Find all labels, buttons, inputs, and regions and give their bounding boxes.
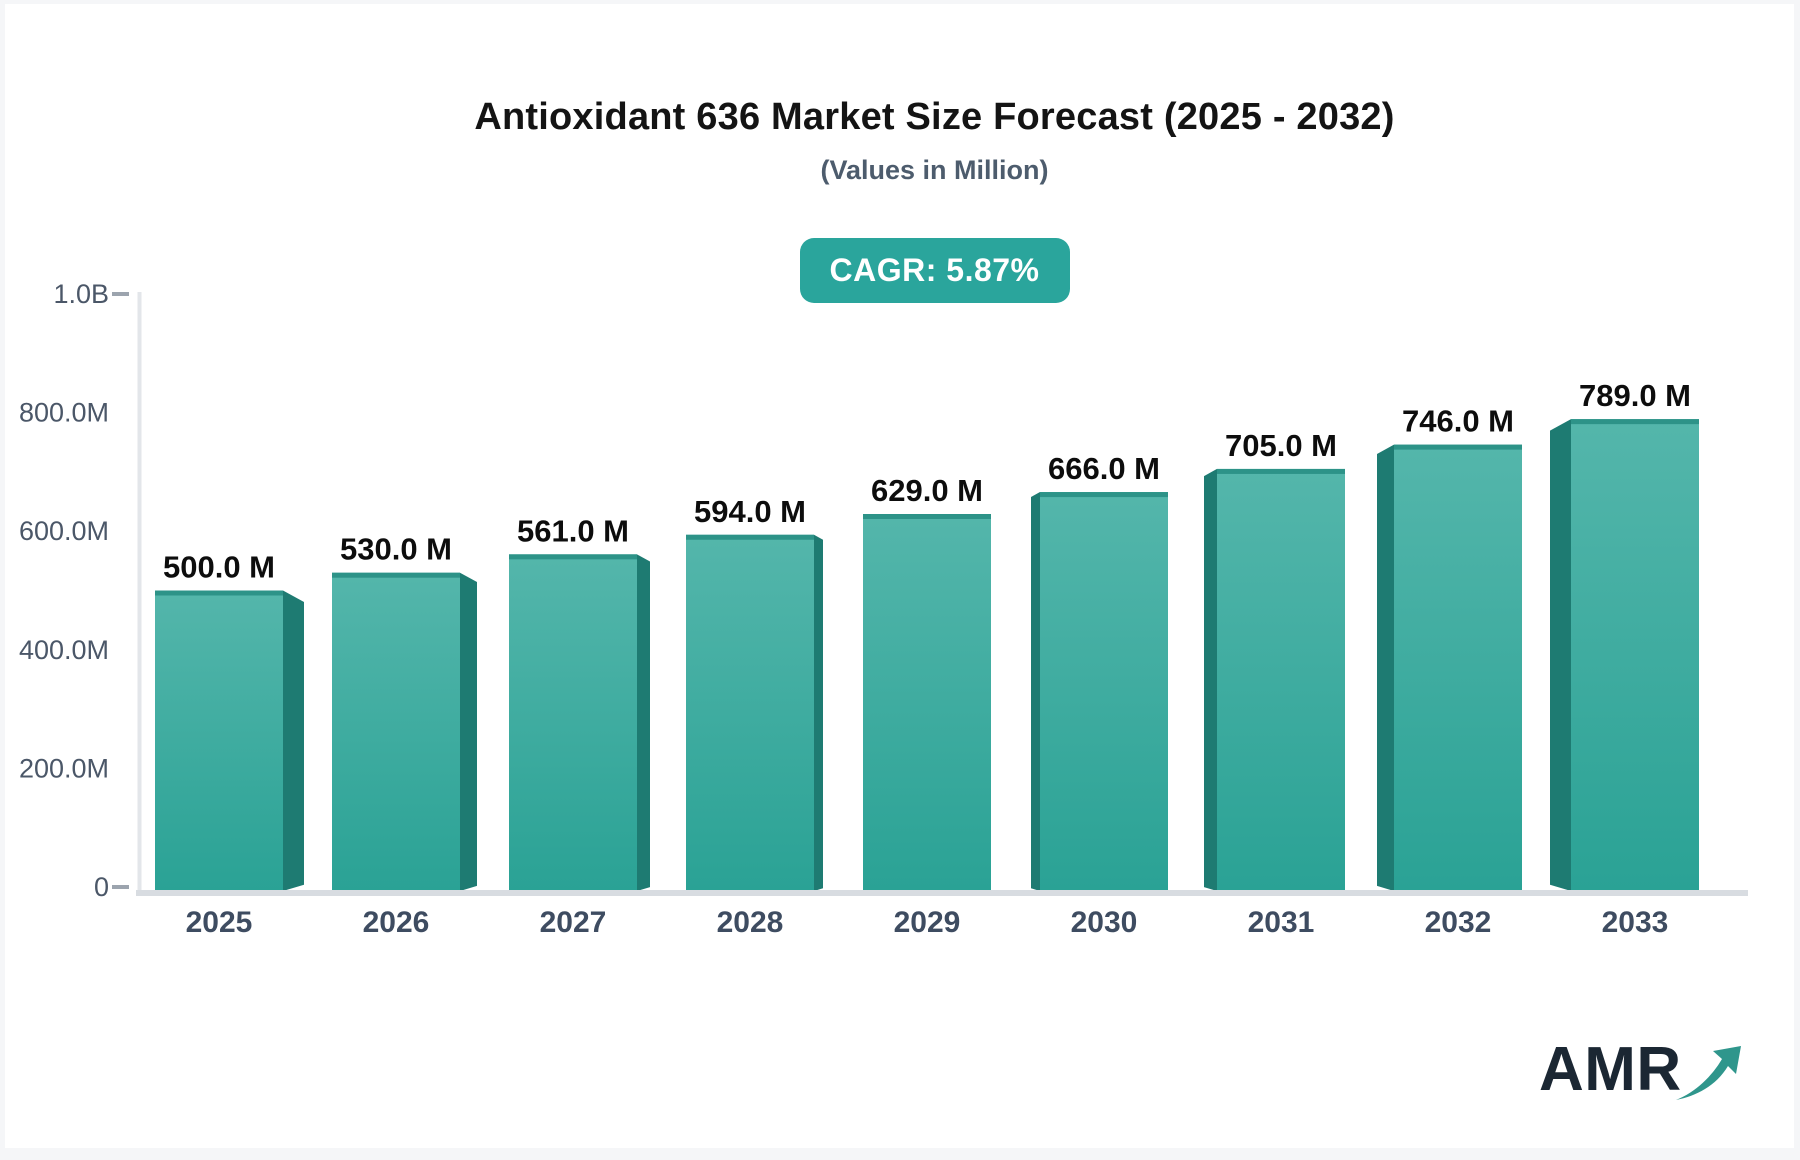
bar-value-label: 594.0 M [694,494,806,529]
bar-top-edge [1394,444,1522,450]
bar-side-face [1377,444,1394,891]
bar-top-edge [686,534,814,540]
x-axis-label: 2025 [186,906,253,939]
bar-value-label: 789.0 M [1579,378,1691,413]
y-axis-tick-label: 400.0M [19,635,109,665]
bar-value-label: 666.0 M [1048,451,1160,486]
x-axis-label: 2031 [1248,906,1315,939]
bar-value-label: 530.0 M [340,532,452,567]
chart-header: Antioxidant 636 Market Size Forecast (20… [75,4,1794,303]
y-axis-tick-label: 1.0B [53,279,109,309]
bar-side-face [1204,468,1217,891]
x-axis-label: 2032 [1425,906,1492,939]
bar-side-face [460,572,477,891]
bar-top-edge [1040,492,1168,498]
cagr-badge: CAGR: 5.87% [799,238,1070,303]
bar [1040,492,1168,891]
bar-side-face [814,534,823,891]
x-axis-label: 2028 [717,906,784,939]
bar-top-edge [1571,419,1699,425]
amr-logo: AMR [1539,1035,1752,1106]
bar-chart: 0 200.0M 400.0M 600.0M 800.0M 1.0B 500.0 M 2025… [19,279,1748,939]
x-axis-label: 2027 [540,906,607,939]
x-axis-label: 2029 [894,906,961,939]
bar-top-edge [509,554,637,560]
bar-top-edge [332,572,460,578]
bar [1217,468,1345,891]
bar-value-label: 705.0 M [1225,428,1337,463]
y-axis-tick-label: 800.0M [19,398,109,428]
y-axis-tick-label: 0 [94,872,109,902]
growth-arrow-icon [1675,1046,1741,1100]
bar [155,590,283,891]
bar-top-edge [1217,468,1345,474]
bar-value-label: 746.0 M [1402,404,1514,439]
bar [1571,419,1699,891]
x-axis-label: 2026 [363,906,430,939]
x-axis-label: 2030 [1071,906,1138,939]
chart-card: Antioxidant 636 Market Size Forecast (20… [5,4,1794,1148]
bar [332,572,460,891]
bar-side-face [637,554,650,891]
amr-logo-text: AMR [1539,1035,1682,1104]
bar-side-face [283,590,304,891]
x-axis-label: 2033 [1602,906,1669,939]
bar [863,514,991,891]
bar [1394,444,1522,891]
bar [509,554,637,891]
bar-top-edge [863,514,991,520]
y-axis-tick-label: 200.0M [19,753,109,783]
bar [686,534,814,891]
bar-value-label: 561.0 M [517,513,629,548]
y-axis-tick-label: 600.0M [19,516,109,546]
bar-side-face [1031,492,1040,891]
bar-side-face [1550,419,1571,891]
chart-title: Antioxidant 636 Market Size Forecast (20… [474,96,1395,138]
bar-value-label: 629.0 M [871,473,983,508]
chart-subtitle: (Values in Million) [820,155,1049,185]
bar-top-edge [155,590,283,596]
bar-value-label: 500.0 M [163,550,275,585]
